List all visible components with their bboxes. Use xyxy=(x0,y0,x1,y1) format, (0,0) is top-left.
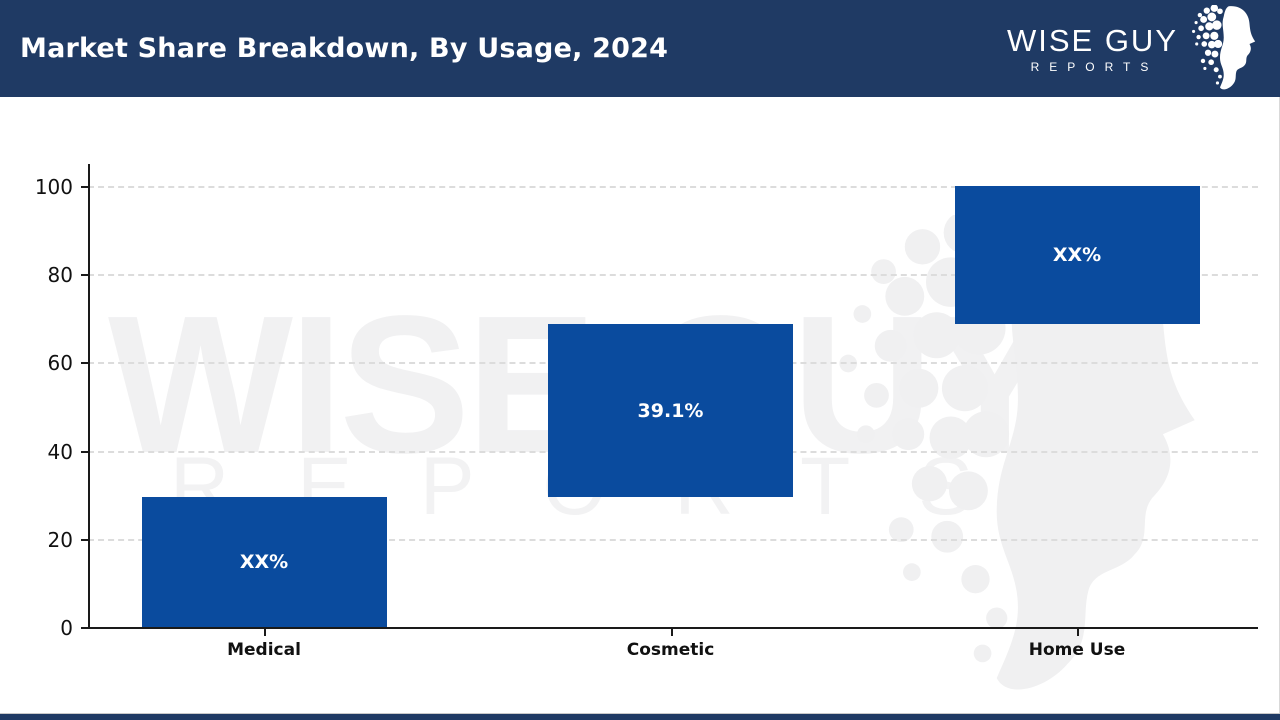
y-tick-label: 80 xyxy=(47,263,73,288)
bar-value-label: 39.1% xyxy=(637,399,704,422)
bar-home-use xyxy=(954,186,1200,325)
x-tick-label: Home Use xyxy=(1028,640,1126,660)
logo-head-icon xyxy=(1192,4,1256,89)
header-banner: Market Share Breakdown, By Usage, 2024 W… xyxy=(0,0,1280,97)
wise-guy-reports-logo: WISE GUY REPORTS xyxy=(1007,4,1280,93)
bar-medical xyxy=(141,496,387,627)
gridline xyxy=(88,538,1258,541)
y-tick-label: 0 xyxy=(60,616,73,640)
x-tick-mark xyxy=(1077,629,1079,636)
logo-subtitle: REPORTS xyxy=(1030,59,1159,74)
gridline xyxy=(88,186,1258,188)
x-tick-mark xyxy=(264,629,266,636)
gridline xyxy=(88,274,1258,277)
y-tick-mark xyxy=(81,362,88,365)
y-tick-label: 100 xyxy=(34,175,73,199)
x-axis-line xyxy=(88,627,1258,629)
bar-value-label: XX% xyxy=(1052,244,1102,267)
y-tick-mark xyxy=(81,186,88,188)
y-tick-label: 60 xyxy=(47,351,73,376)
y-tick-mark xyxy=(81,627,88,629)
logo-text: WISE GUY REPORTS xyxy=(1007,25,1178,73)
y-axis-line xyxy=(88,164,90,629)
y-tick-label: 40 xyxy=(47,439,73,464)
y-tick-label: 20 xyxy=(47,527,73,552)
bar-value-label: XX% xyxy=(239,550,289,573)
page-title: Market Share Breakdown, By Usage, 2024 xyxy=(20,33,669,64)
x-tick-label: Cosmetic xyxy=(626,640,715,660)
waterfall-chart: 0 20 40 60 80 100 XX% Medical 39.1% Cosmetic XX% Ho… xyxy=(0,97,1280,697)
x-tick-mark xyxy=(670,629,673,636)
footer-bar xyxy=(0,714,1280,720)
y-tick-mark xyxy=(81,538,88,541)
x-tick-label: Medical xyxy=(227,640,301,660)
logo-wordmark: WISE GUY xyxy=(1006,22,1178,58)
bar-cosmetic xyxy=(548,324,793,497)
y-tick-mark xyxy=(81,450,88,453)
y-tick-mark xyxy=(81,274,88,277)
footer-divider xyxy=(0,713,1280,714)
